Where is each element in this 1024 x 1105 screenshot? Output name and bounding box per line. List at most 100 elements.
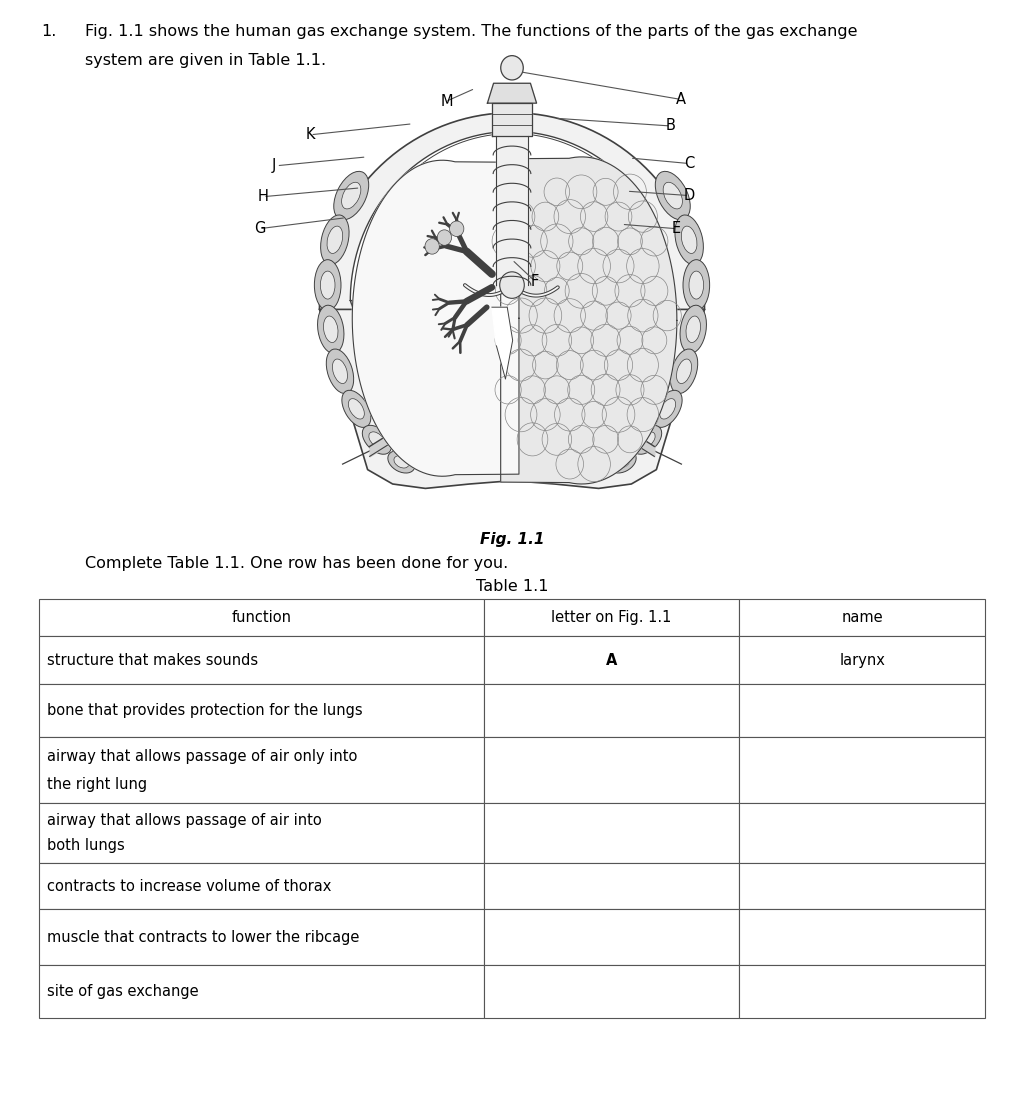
Text: C: C (684, 156, 694, 171)
Bar (39, 684, 483, 737)
Ellipse shape (314, 260, 341, 311)
Ellipse shape (659, 399, 676, 419)
Text: both lungs: both lungs (47, 839, 125, 853)
Text: A: A (605, 653, 617, 667)
Ellipse shape (677, 359, 691, 383)
Polygon shape (501, 157, 677, 484)
Text: B: B (666, 118, 676, 134)
Ellipse shape (327, 349, 353, 393)
Bar (39, 909, 483, 965)
Ellipse shape (653, 390, 682, 428)
Bar (739, 684, 985, 737)
Bar (483, 909, 739, 965)
Polygon shape (352, 160, 519, 476)
Ellipse shape (664, 182, 682, 209)
Ellipse shape (327, 227, 343, 253)
Ellipse shape (342, 182, 360, 209)
Text: Table 1.1: Table 1.1 (476, 579, 548, 594)
Ellipse shape (615, 455, 630, 469)
Circle shape (450, 221, 464, 236)
Text: 1.: 1. (41, 24, 56, 40)
Text: Complete Table 1.1. One row has been done for you.: Complete Table 1.1. One row has been don… (85, 556, 508, 571)
Bar (483, 599, 739, 636)
Ellipse shape (683, 260, 710, 311)
Text: larynx: larynx (839, 653, 885, 667)
Text: E: E (672, 221, 681, 236)
Bar (483, 863, 739, 909)
Ellipse shape (348, 399, 365, 419)
Ellipse shape (609, 451, 636, 473)
Text: muscle that contracts to lower the ribcage: muscle that contracts to lower the ribca… (47, 929, 359, 945)
Ellipse shape (394, 455, 409, 469)
Ellipse shape (639, 432, 655, 448)
Ellipse shape (333, 359, 347, 383)
Ellipse shape (675, 215, 703, 264)
Circle shape (500, 272, 524, 298)
Text: G: G (254, 221, 265, 236)
Ellipse shape (633, 425, 662, 454)
Ellipse shape (501, 55, 523, 80)
Ellipse shape (686, 316, 700, 343)
Polygon shape (492, 307, 513, 379)
Ellipse shape (317, 305, 344, 354)
Bar (739, 803, 985, 863)
Text: system are given in Table 1.1.: system are given in Table 1.1. (85, 53, 326, 69)
Text: the right lung: the right lung (47, 777, 147, 791)
Bar (39, 599, 483, 636)
Ellipse shape (321, 271, 335, 299)
Ellipse shape (680, 305, 707, 354)
Ellipse shape (324, 316, 338, 343)
Text: contracts to increase volume of thorax: contracts to increase volume of thorax (47, 878, 332, 894)
Ellipse shape (689, 271, 703, 299)
Bar (483, 684, 739, 737)
Bar (739, 737, 985, 803)
Bar (739, 965, 985, 1018)
Bar (39, 737, 483, 803)
Bar (39, 636, 483, 684)
Text: site of gas exchange: site of gas exchange (47, 983, 199, 999)
Bar (739, 909, 985, 965)
Bar (39, 965, 483, 1018)
Text: letter on Fig. 1.1: letter on Fig. 1.1 (551, 610, 672, 625)
Text: F: F (530, 274, 539, 290)
Bar (483, 737, 739, 803)
Polygon shape (319, 113, 705, 488)
Bar (483, 965, 739, 1018)
Text: J: J (271, 158, 275, 173)
Bar (39, 803, 483, 863)
Polygon shape (487, 83, 537, 103)
Bar (483, 636, 739, 684)
Ellipse shape (655, 171, 690, 220)
Ellipse shape (362, 425, 391, 454)
Text: H: H (258, 189, 269, 204)
Polygon shape (496, 136, 528, 285)
Circle shape (437, 230, 452, 245)
Bar (483, 803, 739, 863)
Ellipse shape (671, 349, 697, 393)
Text: M: M (440, 94, 453, 109)
Text: D: D (684, 188, 695, 203)
Text: Fig. 1.1: Fig. 1.1 (480, 532, 544, 547)
Text: bone that provides protection for the lungs: bone that provides protection for the lu… (47, 703, 362, 718)
Text: structure that makes sounds: structure that makes sounds (47, 653, 258, 667)
Circle shape (425, 239, 439, 254)
Text: name: name (842, 610, 883, 625)
Polygon shape (492, 103, 532, 136)
Text: airway that allows passage of air only into: airway that allows passage of air only i… (47, 749, 357, 764)
Text: A: A (676, 92, 686, 107)
Ellipse shape (388, 451, 415, 473)
Ellipse shape (681, 227, 697, 253)
Text: K: K (305, 127, 314, 143)
Ellipse shape (369, 432, 385, 448)
Bar (39, 863, 483, 909)
Text: Fig. 1.1 shows the human gas exchange system. The functions of the parts of the : Fig. 1.1 shows the human gas exchange sy… (85, 24, 857, 40)
Ellipse shape (342, 390, 371, 428)
Ellipse shape (334, 171, 369, 220)
Text: function: function (231, 610, 291, 625)
Bar (739, 863, 985, 909)
Ellipse shape (321, 215, 349, 264)
Bar (739, 636, 985, 684)
Polygon shape (350, 131, 674, 448)
Text: airway that allows passage of air into: airway that allows passage of air into (47, 813, 322, 828)
Bar (739, 599, 985, 636)
